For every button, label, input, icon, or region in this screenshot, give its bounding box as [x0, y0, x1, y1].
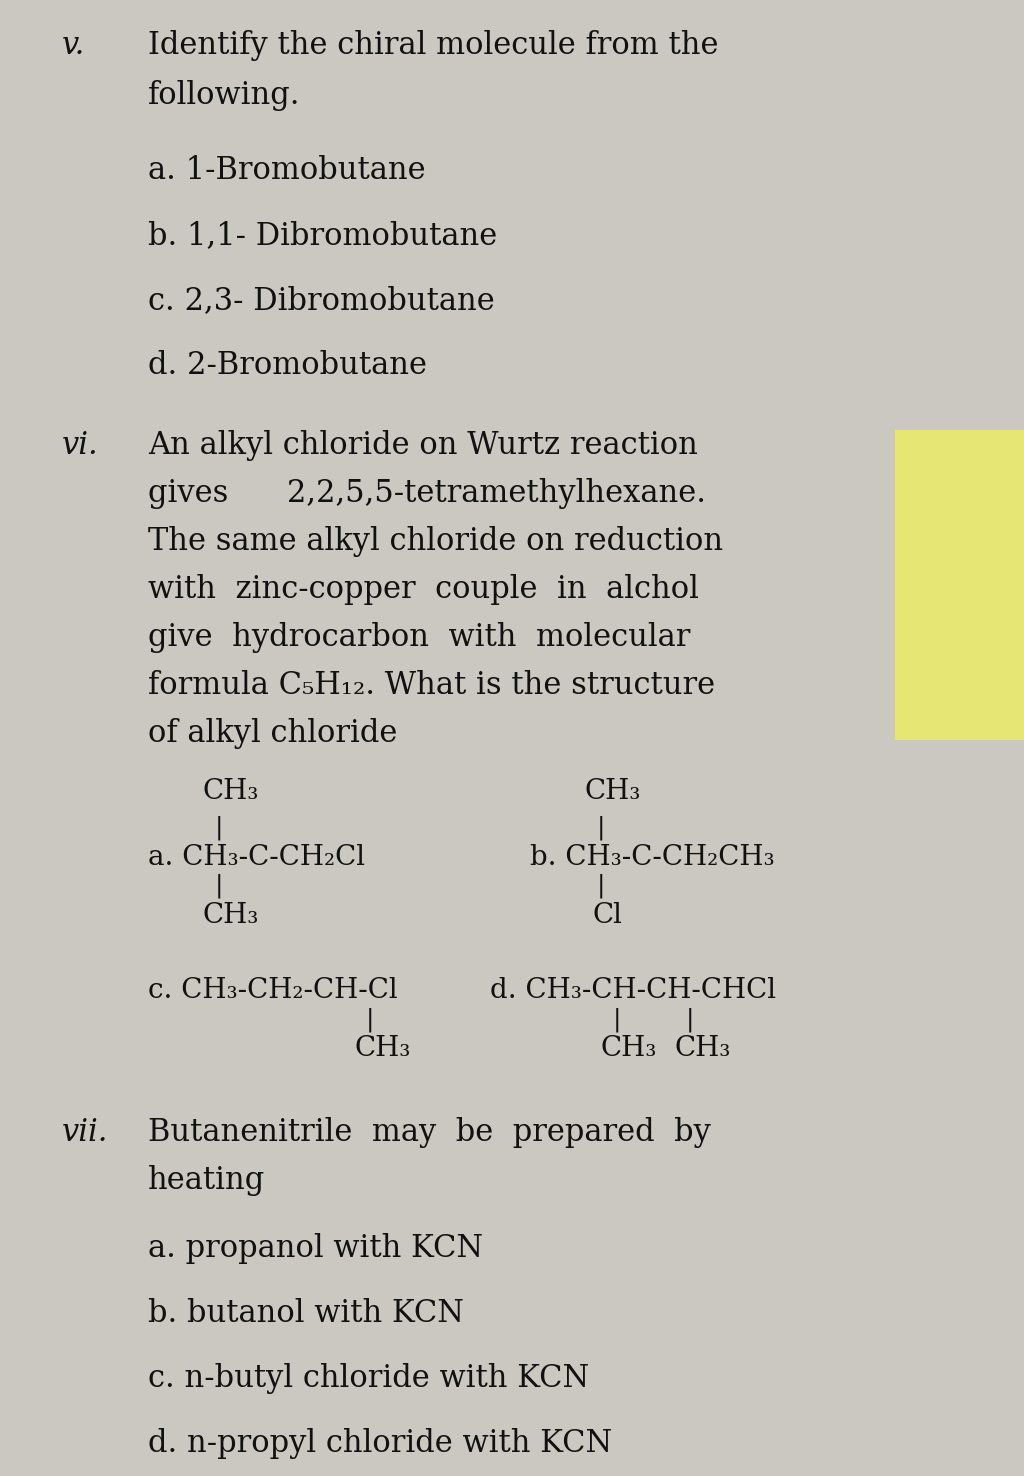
Text: |: | — [215, 816, 223, 840]
Text: a. propanol with KCN: a. propanol with KCN — [148, 1232, 483, 1263]
Text: c. 2,3- Dibromobutane: c. 2,3- Dibromobutane — [148, 285, 495, 316]
Text: |: | — [686, 1007, 694, 1032]
Text: gives      2,2,5,5-tetramethylhexane.: gives 2,2,5,5-tetramethylhexane. — [148, 478, 706, 509]
Text: b. CH₃-C-CH₂CH₃: b. CH₃-C-CH₂CH₃ — [530, 844, 774, 871]
Text: c. n-butyl chloride with KCN: c. n-butyl chloride with KCN — [148, 1362, 589, 1393]
Text: CH₃: CH₃ — [601, 1035, 657, 1063]
Text: CH₃: CH₃ — [585, 778, 641, 804]
Text: b. 1,1- Dibromobutane: b. 1,1- Dibromobutane — [148, 220, 498, 251]
Text: An alkyl chloride on Wurtz reaction: An alkyl chloride on Wurtz reaction — [148, 430, 698, 461]
Text: d. 2-Bromobutane: d. 2-Bromobutane — [148, 350, 427, 381]
Text: |: | — [366, 1007, 375, 1032]
Text: a. CH₃-C-CH₂Cl: a. CH₃-C-CH₂Cl — [148, 844, 366, 871]
Text: Butanenitrile  may  be  prepared  by: Butanenitrile may be prepared by — [148, 1117, 711, 1148]
Text: The same alkyl chloride on reduction: The same alkyl chloride on reduction — [148, 525, 723, 556]
Text: following.: following. — [148, 80, 300, 111]
Text: vi.: vi. — [62, 430, 98, 461]
Text: |: | — [597, 816, 605, 840]
Text: of alkyl chloride: of alkyl chloride — [148, 717, 397, 748]
Text: |: | — [597, 874, 605, 899]
Text: formula C₅H₁₂. What is the structure: formula C₅H₁₂. What is the structure — [148, 670, 715, 701]
Text: a. 1-Bromobutane: a. 1-Bromobutane — [148, 155, 426, 186]
Text: give  hydrocarbon  with  molecular: give hydrocarbon with molecular — [148, 621, 690, 652]
Text: heating: heating — [148, 1165, 265, 1196]
Text: b. butanol with KCN: b. butanol with KCN — [148, 1297, 464, 1328]
Text: d. CH₃-CH-CH-CHCl: d. CH₃-CH-CH-CHCl — [490, 977, 776, 1004]
Text: with  zinc-copper  couple  in  alchol: with zinc-copper couple in alchol — [148, 574, 698, 605]
Text: Cl: Cl — [592, 902, 622, 928]
Bar — [895, 430, 1024, 739]
Text: CH₃: CH₃ — [203, 902, 259, 928]
Text: CH₃: CH₃ — [674, 1035, 730, 1063]
Text: v.: v. — [62, 30, 85, 61]
Text: |: | — [613, 1007, 622, 1032]
Text: |: | — [215, 874, 223, 899]
Text: d. n-propyl chloride with KCN: d. n-propyl chloride with KCN — [148, 1427, 612, 1458]
Text: vii.: vii. — [62, 1117, 109, 1148]
Text: CH₃: CH₃ — [354, 1035, 411, 1063]
Text: Identify the chiral molecule from the: Identify the chiral molecule from the — [148, 30, 719, 61]
Text: c. CH₃-CH₂-CH-Cl: c. CH₃-CH₂-CH-Cl — [148, 977, 397, 1004]
Text: CH₃: CH₃ — [203, 778, 259, 804]
